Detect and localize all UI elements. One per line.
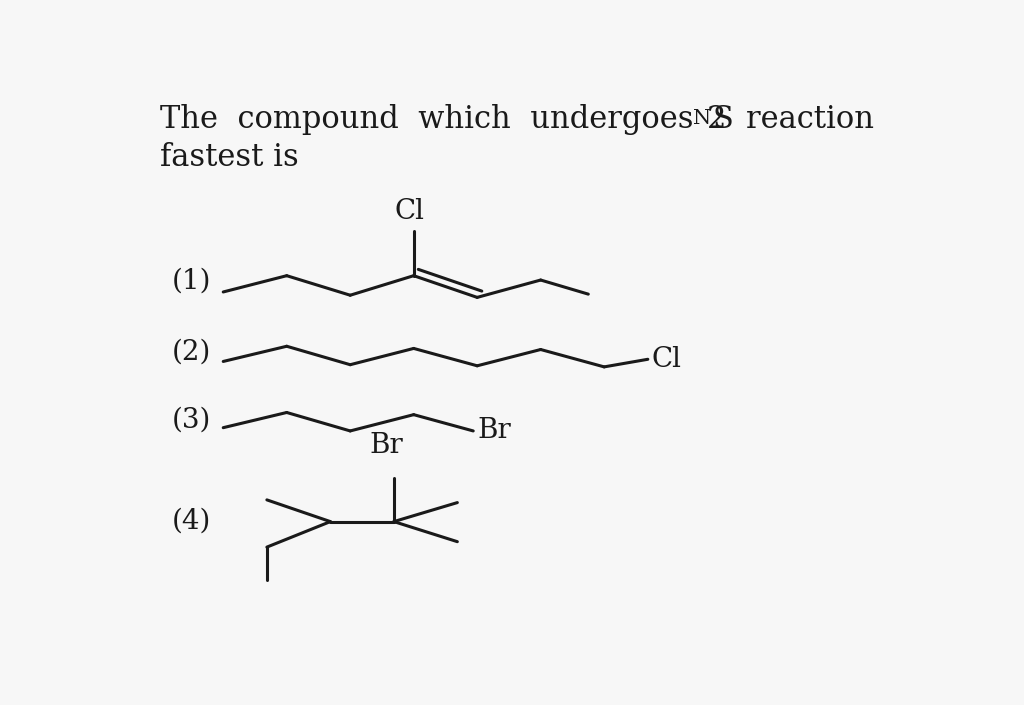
Text: Cl: Cl: [394, 197, 425, 225]
Text: (1): (1): [172, 268, 211, 295]
Text: 2  reaction: 2 reaction: [708, 104, 874, 135]
Text: The  compound  which  undergoes  S: The compound which undergoes S: [160, 104, 733, 135]
Text: N: N: [693, 109, 712, 128]
Text: Br: Br: [477, 417, 511, 444]
Text: Cl: Cl: [652, 345, 682, 373]
Text: (3): (3): [172, 407, 211, 434]
Text: (2): (2): [172, 338, 211, 365]
Text: fastest is: fastest is: [160, 142, 298, 173]
Text: Br: Br: [369, 432, 402, 459]
Text: (4): (4): [172, 508, 211, 535]
